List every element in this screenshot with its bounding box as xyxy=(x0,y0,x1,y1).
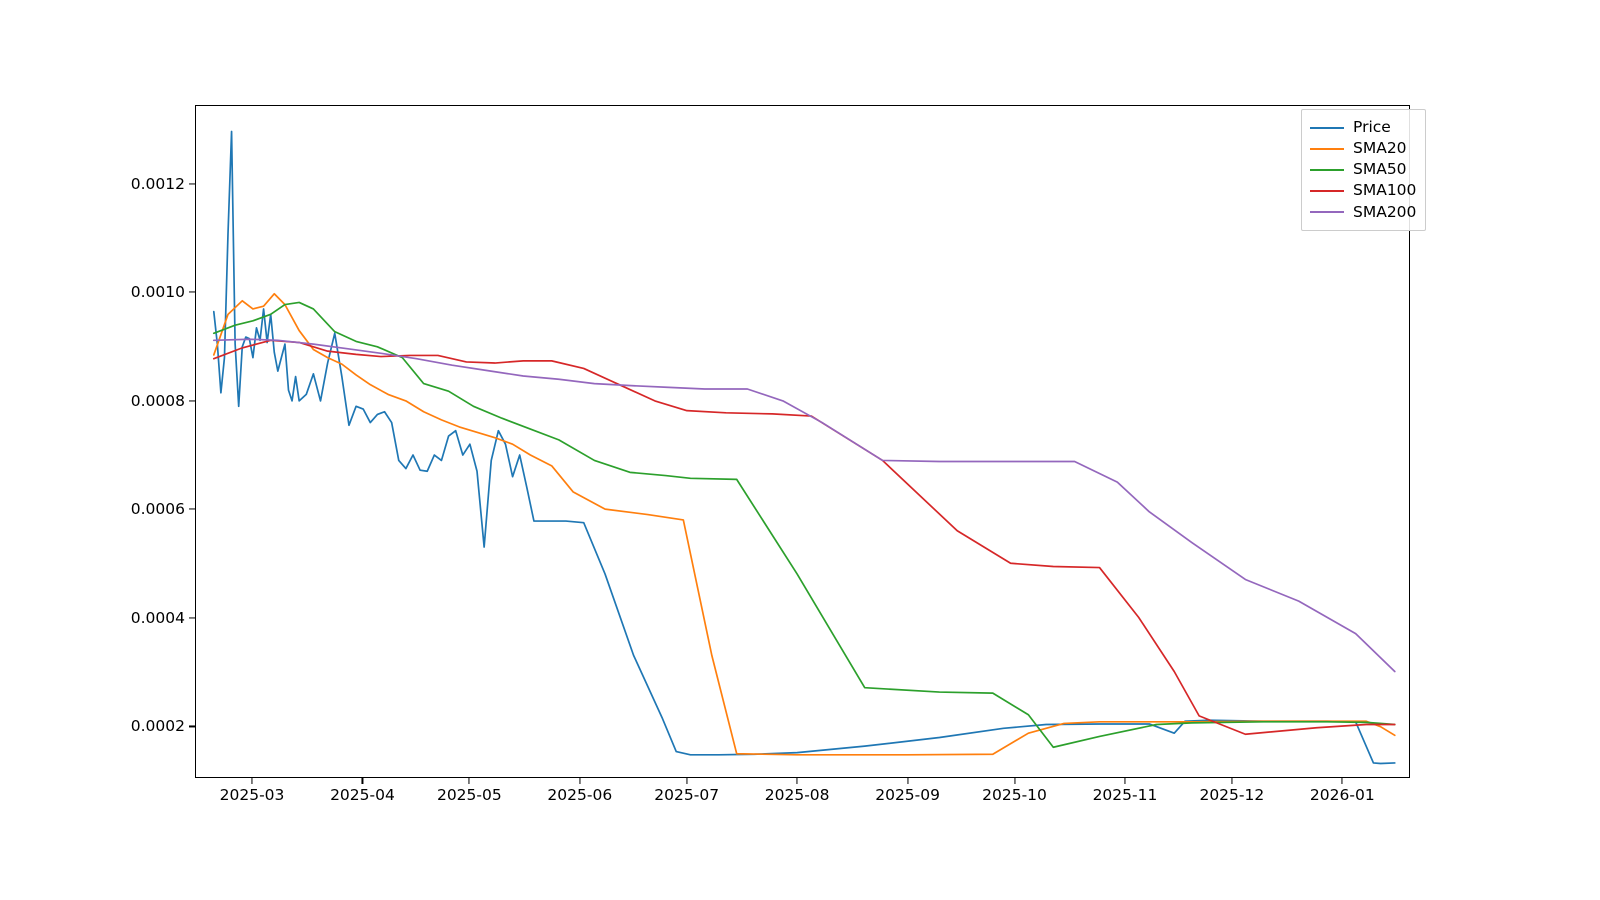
x-tick-mark xyxy=(1341,778,1343,784)
series-line-price xyxy=(212,130,1396,765)
x-tick-label: 2026-01 xyxy=(1309,786,1375,804)
y-axis-tick-labels: 0.0002 0.0004 0.0006 0.0008 0.0010 0.0012 xyxy=(60,0,185,900)
y-tick-mark xyxy=(189,400,195,402)
series-line-sma20 xyxy=(212,292,1396,756)
legend-item-price[interactable]: Price xyxy=(1310,117,1416,138)
x-tick-mark xyxy=(579,778,581,784)
legend-swatch-sma50 xyxy=(1310,168,1344,171)
legend-swatch-sma200 xyxy=(1310,211,1344,214)
y-tick-mark xyxy=(189,725,195,727)
y-tick-label: 0.0004 xyxy=(130,608,185,627)
x-tick-mark xyxy=(796,778,798,784)
legend-item-sma200[interactable]: SMA200 xyxy=(1310,202,1416,223)
series-lines xyxy=(212,130,1396,765)
x-tick-label: 2025-05 xyxy=(436,786,502,804)
x-tick-mark xyxy=(1231,778,1233,784)
x-tick-mark xyxy=(1013,778,1016,784)
legend-label: Price xyxy=(1353,117,1391,136)
legend-label: SMA50 xyxy=(1353,160,1407,179)
y-tick-mark xyxy=(189,508,195,510)
x-tick-label: 2025-08 xyxy=(764,786,830,804)
x-tick-mark xyxy=(361,778,363,784)
legend-swatch-sma20 xyxy=(1310,147,1344,150)
x-tick-label: 2025-09 xyxy=(875,786,940,804)
y-tick-mark xyxy=(189,183,195,185)
y-tick-mark xyxy=(189,617,195,619)
y-tick-label: 0.0008 xyxy=(130,391,185,410)
y-tick-label: 0.0006 xyxy=(130,500,185,519)
legend-label: SMA20 xyxy=(1353,139,1407,158)
x-tick-mark xyxy=(907,778,909,784)
y-tick-label: 0.0012 xyxy=(130,174,185,193)
legend-item-sma20[interactable]: SMA20 xyxy=(1310,138,1416,159)
x-tick-label: 2025-06 xyxy=(547,786,613,804)
x-tick-label: 2025-12 xyxy=(1199,786,1265,804)
y-tick-label: 0.0010 xyxy=(130,283,185,302)
chart-legend: Price SMA20 SMA50 SMA100 SMA200 xyxy=(1301,109,1427,231)
legend-item-sma50[interactable]: SMA50 xyxy=(1310,159,1416,180)
x-tick-mark xyxy=(468,778,470,784)
x-tick-mark xyxy=(1124,778,1126,784)
legend-item-sma100[interactable]: SMA100 xyxy=(1310,181,1416,202)
x-tick-label: 2025-11 xyxy=(1092,786,1158,804)
x-tick-label: 2025-10 xyxy=(982,786,1047,804)
series-line-sma100 xyxy=(212,339,1396,736)
y-tick-mark xyxy=(189,291,195,293)
series-line-sma200 xyxy=(212,338,1396,673)
x-tick-label: 2025-04 xyxy=(330,786,395,804)
x-tick-label: 2025-07 xyxy=(654,786,720,804)
legend-swatch-sma100 xyxy=(1310,190,1344,193)
legend-label: SMA100 xyxy=(1353,181,1417,200)
x-tick-mark xyxy=(251,778,253,784)
legend-label: SMA200 xyxy=(1353,202,1417,221)
series-line-sma50 xyxy=(212,301,1396,749)
x-tick-label: 2025-03 xyxy=(219,786,285,804)
x-tick-mark xyxy=(686,778,688,784)
y-tick-label: 0.0002 xyxy=(130,717,185,736)
plot-area xyxy=(195,105,1410,778)
legend-swatch-price xyxy=(1310,126,1344,129)
